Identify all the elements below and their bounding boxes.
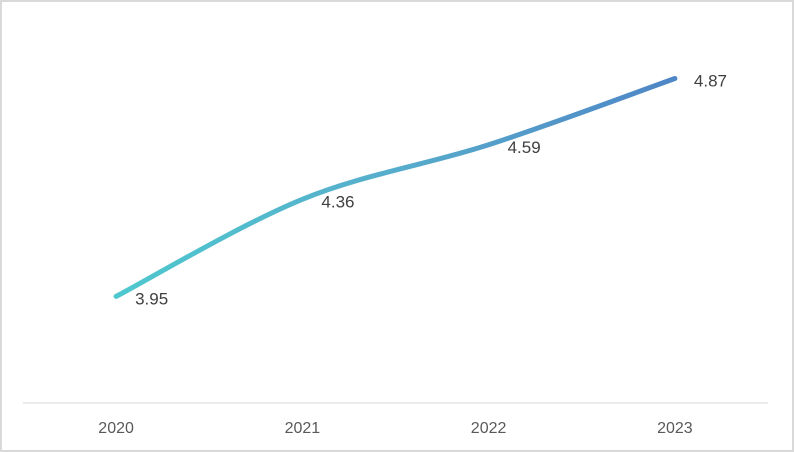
x-axis-tick-label: 2021 — [285, 420, 321, 437]
data-label: 4.36 — [321, 192, 354, 211]
data-label: 4.87 — [694, 72, 727, 91]
x-axis-tick-label: 2022 — [471, 420, 507, 437]
data-labels-group: 3.95 4.36 4.59 4.87 — [135, 72, 727, 309]
data-label: 4.59 — [508, 138, 541, 157]
x-axis-tick-label: 2020 — [98, 420, 134, 437]
x-axis-tick-label: 2023 — [657, 420, 693, 437]
trend-line — [113, 76, 678, 299]
x-axis-tick-labels-group: 2020 2021 2022 2023 — [98, 420, 692, 437]
data-label: 3.95 — [135, 289, 168, 308]
